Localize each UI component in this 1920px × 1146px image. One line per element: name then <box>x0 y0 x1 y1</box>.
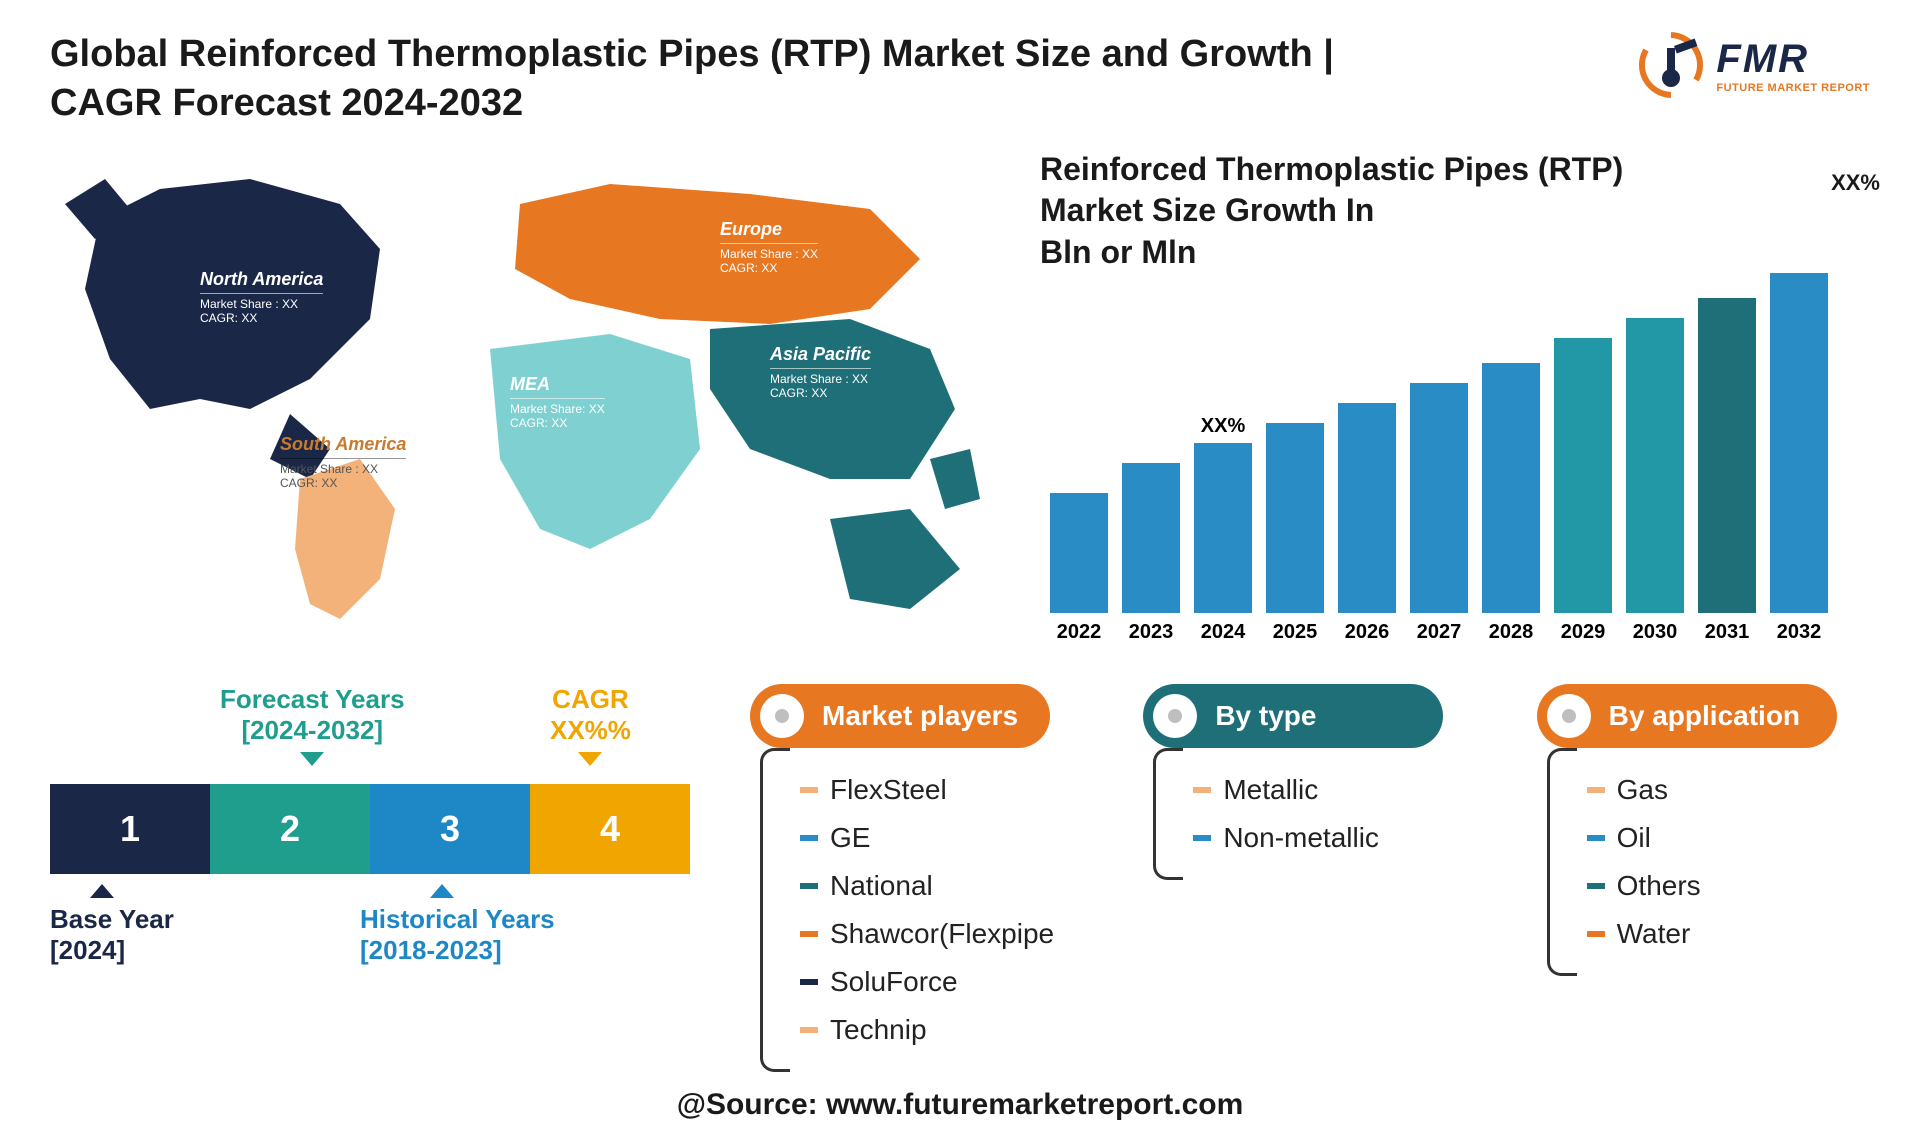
bar-year-label: 2022 <box>1057 621 1102 644</box>
fmr-logo-icon <box>1636 30 1706 100</box>
bar-column: 2028 <box>1482 363 1540 644</box>
bar-column: 2031 <box>1698 298 1756 644</box>
base-year-label: Base Year [2024] <box>50 884 174 966</box>
bracket-icon <box>1547 748 1577 976</box>
bar-year-label: 2025 <box>1273 621 1318 644</box>
logo-tagline: FUTURE MARKET REPORT <box>1716 82 1870 94</box>
list-item: National <box>800 862 1083 910</box>
list-item: Metallic <box>1193 766 1476 814</box>
bar <box>1698 298 1756 613</box>
by-type-column: By type MetallicNon-metallic <box>1143 684 1476 880</box>
bar <box>1338 403 1396 613</box>
pill-dot-icon <box>760 694 804 738</box>
timeline-segment: 3 <box>370 784 530 874</box>
timeline-segment: 2 <box>210 784 370 874</box>
fmr-logo-text: FMR FUTURE MARKET REPORT <box>1716 37 1870 94</box>
list-item: Technip <box>800 1006 1083 1054</box>
bar <box>1122 463 1180 613</box>
list-item: Water <box>1587 910 1870 958</box>
bar-year-label: 2023 <box>1129 621 1174 644</box>
bar-chart-section: Reinforced Thermoplastic Pipes (RTP) Mar… <box>1040 149 1870 644</box>
bar-year-label: 2029 <box>1561 621 1606 644</box>
bar-column: XX%2024 <box>1194 443 1252 644</box>
chart-title: Reinforced Thermoplastic Pipes (RTP) Mar… <box>1040 149 1870 274</box>
by-application-heading: By application <box>1537 684 1837 748</box>
bar-year-label: 2030 <box>1633 621 1678 644</box>
bar-year-label: 2027 <box>1417 621 1462 644</box>
fmr-logo: FMR FUTURE MARKET REPORT <box>1636 30 1870 100</box>
bar <box>1266 423 1324 613</box>
top-row: North America Market Share : XXCAGR: XX … <box>50 149 1870 644</box>
source-attribution: @Source: www.futuremarketreport.com <box>677 1088 1244 1122</box>
label-asia-pacific: Asia Pacific Market Share : XXCAGR: XX <box>770 344 871 400</box>
bar <box>1770 273 1828 613</box>
bar-column: 2026 <box>1338 403 1396 644</box>
by-application-list: GasOilOthersWater <box>1537 748 1870 976</box>
list-item: Gas <box>1587 766 1870 814</box>
market-players-heading: Market players <box>750 684 1050 748</box>
bar <box>1554 338 1612 613</box>
pill-dot-icon <box>1547 694 1591 738</box>
list-item: GE <box>800 814 1083 862</box>
bar-column: 2027 <box>1410 383 1468 644</box>
market-players-list: FlexSteelGENationalShawcor(FlexpipeSoluF… <box>750 748 1083 1072</box>
label-europe: Europe Market Share : XXCAGR: XX <box>720 219 818 275</box>
list-item: Oil <box>1587 814 1870 862</box>
bar-year-label: 2024 <box>1201 621 1246 644</box>
chart-end-callout: XX% <box>1831 169 1880 198</box>
bar-year-label: 2026 <box>1345 621 1390 644</box>
logo-fmr-label: FMR <box>1716 37 1870 82</box>
region-mea <box>490 334 700 549</box>
bar-column: 2029 <box>1554 338 1612 644</box>
bar-column: 2023 <box>1122 463 1180 644</box>
bar-year-label: 2032 <box>1777 621 1822 644</box>
bar-year-label: 2028 <box>1489 621 1534 644</box>
bar-column: 2032 <box>1770 273 1828 644</box>
bar-chart: 20222023XX%20242025202620272028202920302… <box>1040 304 1870 644</box>
bar <box>1410 383 1468 613</box>
bracket-icon <box>1153 748 1183 880</box>
list-item: Others <box>1587 862 1870 910</box>
timeline-bar: 1234 <box>50 784 690 874</box>
pill-dot-icon <box>1153 694 1197 738</box>
historical-label: Historical Years [2018-2023] <box>360 884 555 966</box>
bar <box>1050 493 1108 613</box>
bar-column: 2025 <box>1266 423 1324 644</box>
by-type-list: MetallicNon-metallic <box>1143 748 1476 880</box>
bracket-icon <box>760 748 790 1072</box>
bar <box>1626 318 1684 613</box>
timeline-segment: 4 <box>530 784 690 874</box>
forecast-label: Forecast Years [2024-2032] <box>220 684 405 766</box>
by-type-heading: By type <box>1143 684 1443 748</box>
list-item: FlexSteel <box>800 766 1083 814</box>
label-mea: MEA Market Share: XXCAGR: XX <box>510 374 605 430</box>
region-europe <box>515 184 920 324</box>
bar-column: 2022 <box>1050 493 1108 644</box>
bottom-row: Forecast Years [2024-2032] CAGR XX%% 123… <box>50 684 1870 1072</box>
label-north-america: North America Market Share : XXCAGR: XX <box>200 269 323 325</box>
bar-callout: XX% <box>1201 415 1245 438</box>
bar-year-label: 2031 <box>1705 621 1750 644</box>
page-title: Global Reinforced Thermoplastic Pipes (R… <box>50 30 1450 129</box>
header: Global Reinforced Thermoplastic Pipes (R… <box>50 30 1870 129</box>
bar-column: 2030 <box>1626 318 1684 644</box>
timeline-section: Forecast Years [2024-2032] CAGR XX%% 123… <box>50 684 690 874</box>
by-application-column: By application GasOilOthersWater <box>1537 684 1870 976</box>
list-item: Shawcor(Flexpipe <box>800 910 1083 958</box>
bar <box>1194 443 1252 613</box>
market-players-column: Market players FlexSteelGENationalShawco… <box>750 684 1083 1072</box>
bar <box>1482 363 1540 613</box>
timeline-segment: 1 <box>50 784 210 874</box>
cagr-label: CAGR XX%% <box>550 684 631 766</box>
label-south-america: South America Market Share : XXCAGR: XX <box>280 434 406 490</box>
world-map: North America Market Share : XXCAGR: XX … <box>50 149 1010 629</box>
list-item: Non-metallic <box>1193 814 1476 862</box>
list-item: SoluForce <box>800 958 1083 1006</box>
